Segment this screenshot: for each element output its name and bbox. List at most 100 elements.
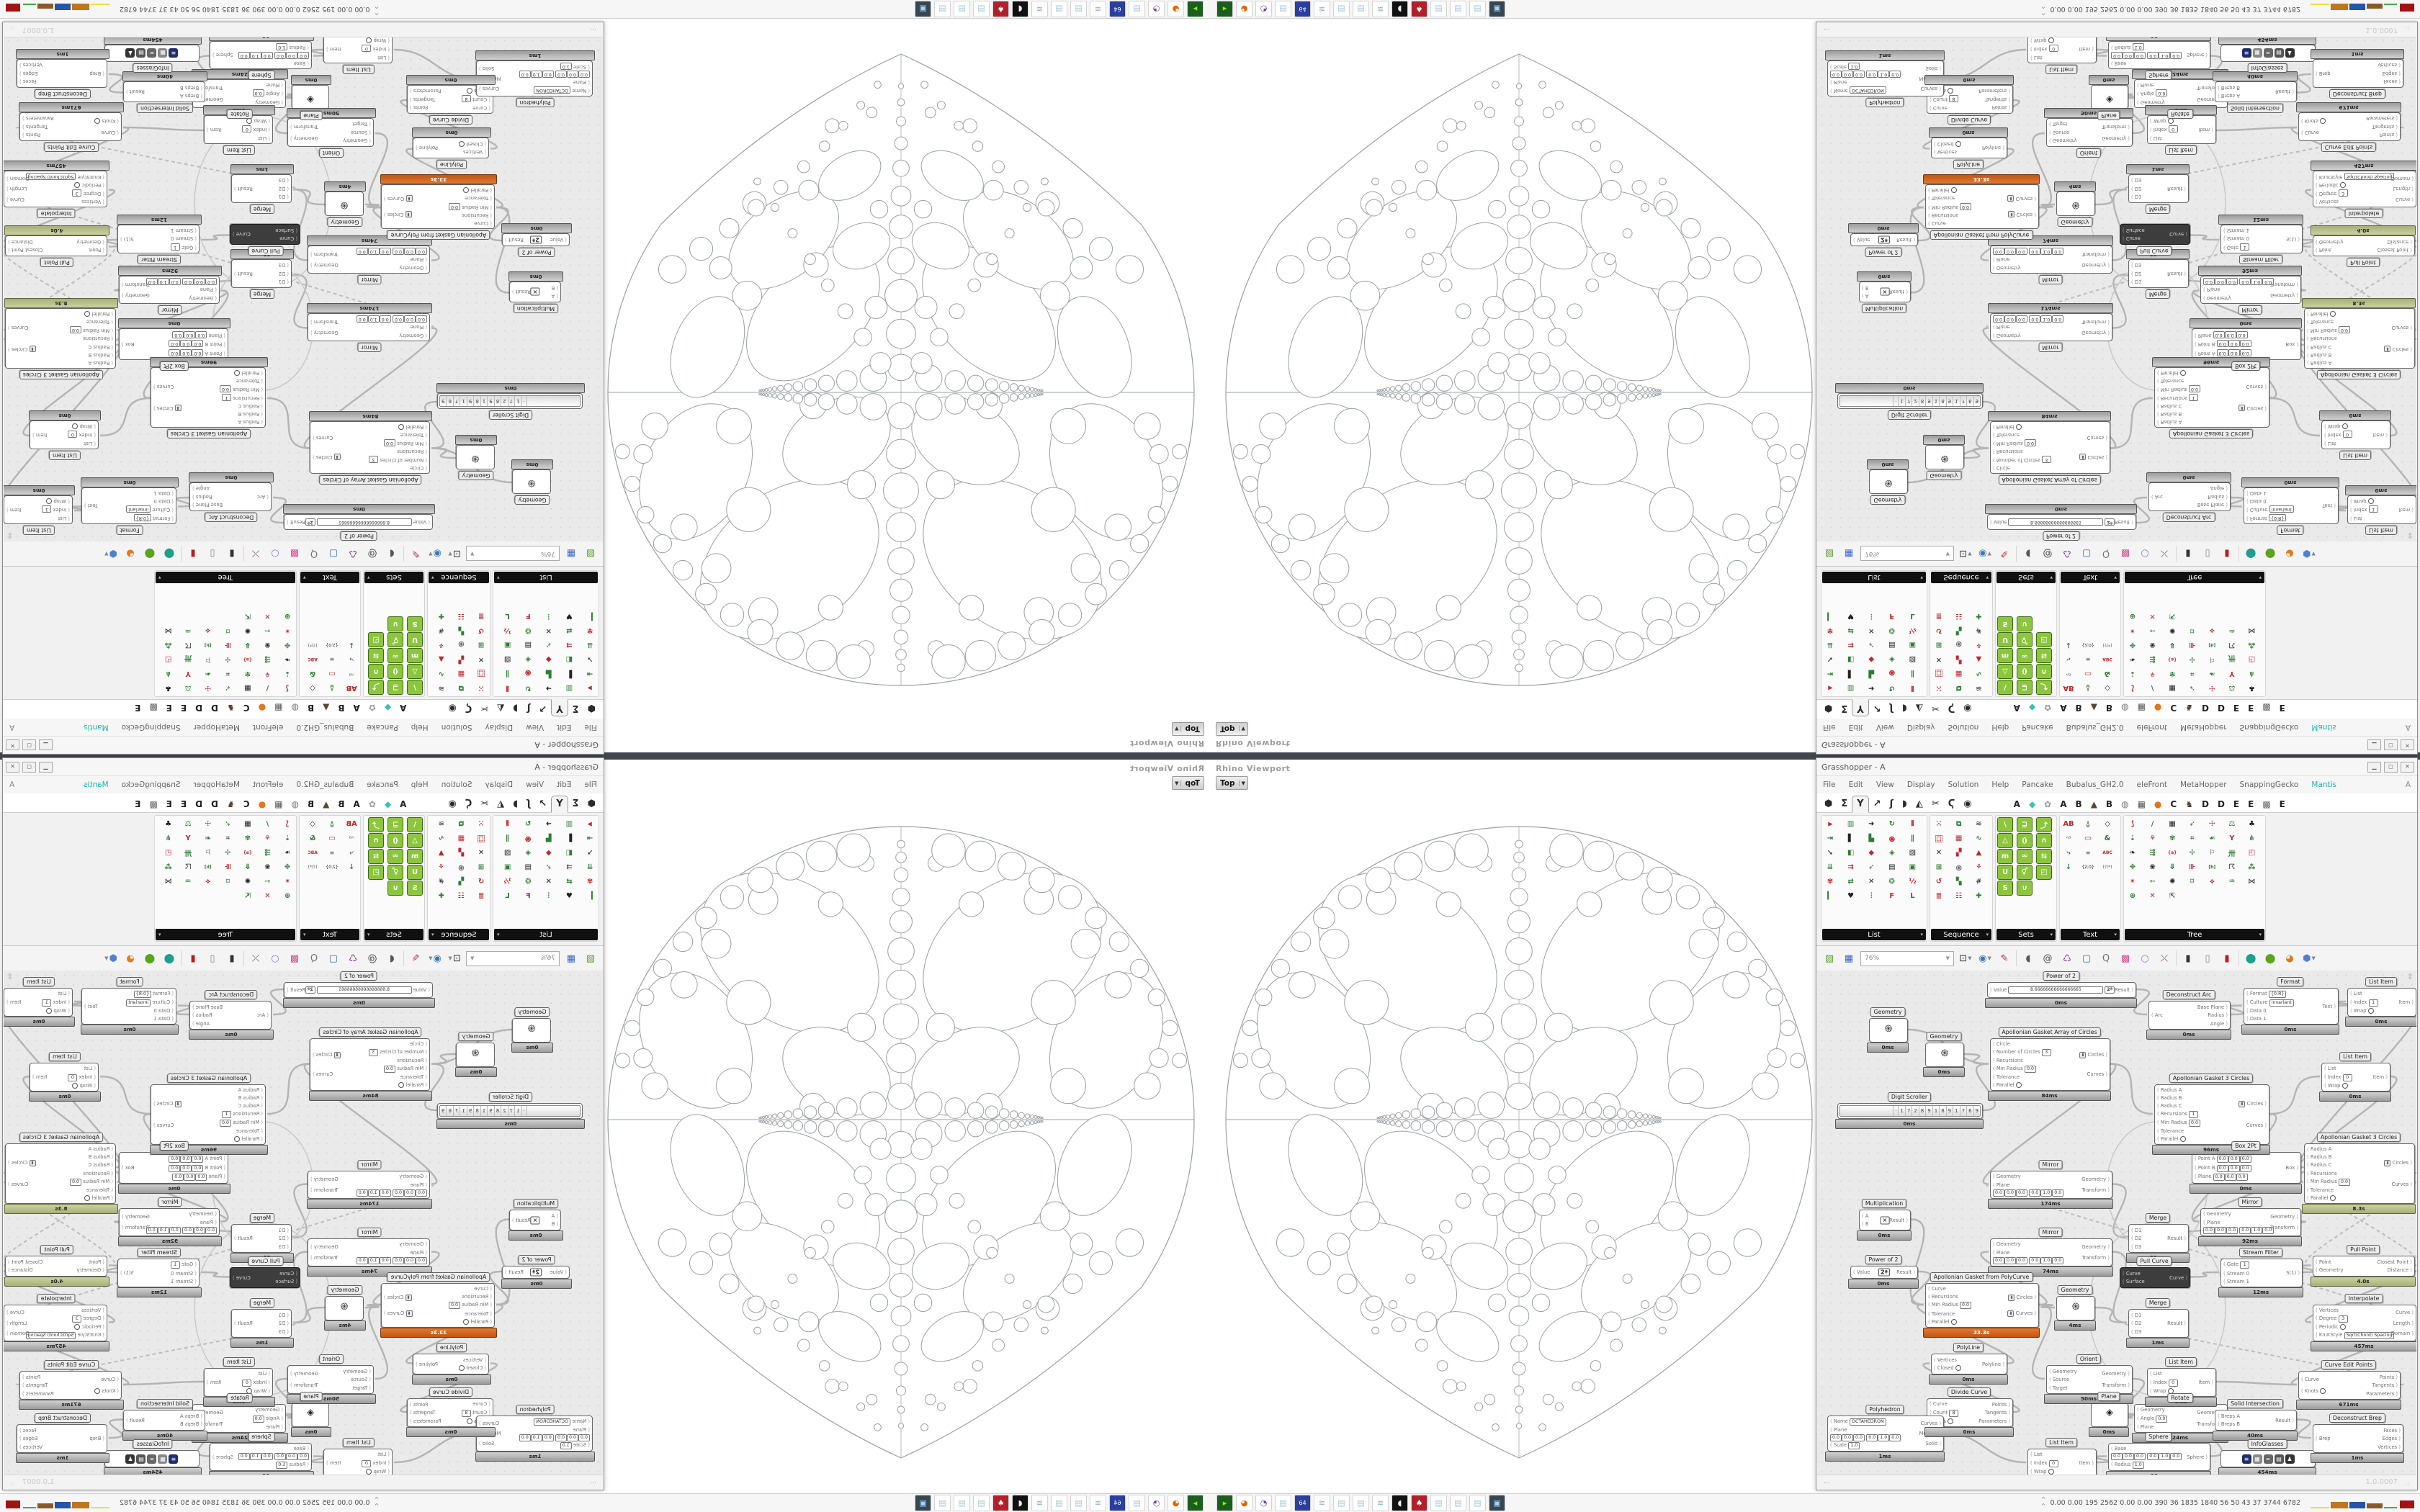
tab-plugin-10[interactable]: C xyxy=(2170,799,2177,809)
port-label[interactable]: Min Radius 0.0 xyxy=(449,202,492,211)
component-icon[interactable]: ⇆ xyxy=(2036,849,2052,864)
gh-wire[interactable] xyxy=(2190,234,2220,241)
component-icon[interactable]: ♒ xyxy=(2228,626,2236,634)
gh-node-apollonian-gasket-from-polycurve[interactable]: CurveRecursionsMin Radius 0.0TolerancePa… xyxy=(1925,184,2039,229)
port-label[interactable]: Curve xyxy=(2396,1309,2414,1316)
chevron-down-icon[interactable]: ▼ xyxy=(1987,955,1991,961)
gh-node-tag[interactable]: PolyLine xyxy=(436,160,467,169)
component-icon[interactable]: ⇥ xyxy=(1827,670,1834,678)
viewport-view-button[interactable]: Top ▼ xyxy=(1172,722,1204,736)
menu-snappinggecko[interactable]: SnappingGecko xyxy=(121,723,181,732)
taskbar-firefox-icon[interactable]: ◕ xyxy=(1236,1495,1252,1511)
taskbar-notepad-icon[interactable]: ▤ xyxy=(1450,1495,1466,1511)
gh-node-tag[interactable]: Merge xyxy=(249,1213,275,1223)
component-icon[interactable]: ✚ xyxy=(1976,892,1982,900)
at-document-icon[interactable]: @ xyxy=(2043,953,2053,964)
port-label[interactable]: Value xyxy=(1853,1269,1870,1276)
component-icon[interactable]: \ xyxy=(407,817,423,832)
gh-wire[interactable] xyxy=(270,988,287,1016)
component-icon[interactable]: U xyxy=(407,865,423,880)
port-label[interactable]: Recursions xyxy=(2307,1170,2350,1177)
preview-icon[interactable]: ◉ ▼ xyxy=(429,953,442,964)
gh-node-format[interactable]: Format {0:R}Culture invariantData 0Data … xyxy=(2244,487,2339,524)
taskbar-gimp-icon[interactable]: ◔ xyxy=(1148,1495,1165,1511)
port-label[interactable]: Geometry xyxy=(2203,1210,2272,1218)
port-label[interactable]: Curves xyxy=(8,324,29,331)
rhino-viewport[interactable]: Rhino Viewport Top ▼ xyxy=(604,760,1210,1494)
gh-wire[interactable] xyxy=(108,1418,124,1439)
port-label[interactable]: D3 xyxy=(279,1328,289,1336)
component-icon[interactable]: ⇣ xyxy=(284,834,291,842)
port-label[interactable]: Geometry xyxy=(2270,292,2298,299)
gh-node-list-item[interactable]: ListIndex 0Wrap Item xyxy=(204,1368,273,1397)
digit-scroller-value[interactable]: · 1 7 2 8 9 1 8 9 1 7 6 9 xyxy=(1839,1105,1981,1117)
palette-group-label-sequence[interactable]: Sequence ▾ xyxy=(1931,929,1991,940)
gh-node-apollonian-gasket-3-circles[interactable]: Radius ARadius BRadius CRecursions 1Min … xyxy=(2154,1084,2269,1145)
port-label[interactable]: Transform xyxy=(2081,1187,2110,1194)
port-label[interactable]: Parallel xyxy=(449,186,492,194)
tab-plugin-4[interactable]: B xyxy=(338,703,345,713)
port-label[interactable]: Transform xyxy=(2081,318,2110,325)
port-label[interactable]: Plane 0.00.00.0 xyxy=(169,1173,225,1182)
tab-plugin-12[interactable]: D xyxy=(211,799,219,809)
gh-node-multiplication[interactable]: ABResult✕ xyxy=(1859,1210,1911,1230)
gh-node-tag[interactable]: Geometry xyxy=(327,1285,363,1295)
taskbar-wolf-icon[interactable]: ◖ xyxy=(1012,1,1028,17)
wire-display-icon[interactable]: ⤬ xyxy=(251,548,260,559)
component-icon[interactable]: ⧉ xyxy=(1956,820,1962,828)
port-label[interactable]: Vertices xyxy=(19,62,42,69)
port-label[interactable]: Recursions xyxy=(369,448,427,455)
component-icon[interactable]: ∩ xyxy=(2036,833,2052,848)
chevron-down-icon[interactable]: ▼ xyxy=(1968,551,1972,557)
search-icon[interactable]: Q xyxy=(2102,953,2110,964)
port-label[interactable]: Parameters xyxy=(1978,88,2010,95)
component-icon[interactable]: ⊕ xyxy=(2129,612,2136,620)
taskbar-notepad-icon[interactable]: ▤ xyxy=(1450,1,1466,17)
gh-node-tag[interactable]: Pull Point xyxy=(40,1245,73,1254)
port-label[interactable]: Breps A xyxy=(180,1413,202,1420)
port-label[interactable]: Length xyxy=(6,1320,27,1327)
port-label[interactable]: Faces xyxy=(19,1427,37,1434)
component-icon[interactable]: ↺ xyxy=(478,626,485,634)
gh-node-tag[interactable]: Merge xyxy=(2145,289,2171,299)
component-icon[interactable]: ⋈ xyxy=(164,626,172,634)
port-label[interactable]: Transform xyxy=(2102,1382,2130,1389)
port-label[interactable]: List xyxy=(2350,515,2378,522)
component-icon[interactable]: ▙ xyxy=(1868,670,1875,678)
gh-wire[interactable] xyxy=(489,206,509,242)
component-icon[interactable]: ⊪ xyxy=(224,863,231,871)
component-icon[interactable]: ⁂ xyxy=(2248,863,2256,871)
port-label[interactable]: Radius A xyxy=(2307,1146,2350,1153)
gh-node-curve-edit-points[interactable]: CurveKnots PointsTangentsParameters xyxy=(2298,1371,2401,1400)
port-label[interactable]: Item xyxy=(2373,1074,2388,1081)
component-icon[interactable]: ⇊ xyxy=(1827,641,1834,649)
tab-plugin-13[interactable]: D xyxy=(2217,703,2225,713)
gh-node-curve-edit-points[interactable]: CurveKnots PointsTangentsParameters xyxy=(2298,112,2401,141)
menu-solution[interactable]: Solution xyxy=(441,780,472,789)
port-label[interactable]: Parallel xyxy=(1928,1318,1971,1326)
gh-wire[interactable] xyxy=(1909,1218,1925,1306)
taskbar-notepad-icon[interactable]: ▤ xyxy=(954,1495,970,1511)
port-label[interactable]: Base Plane xyxy=(2197,502,2228,509)
component-icon[interactable]: ☷ xyxy=(457,612,465,620)
port-label[interactable]: Scale 1.0 xyxy=(519,62,590,71)
component-icon[interactable]: ֍ xyxy=(525,668,532,677)
chevron-down-icon[interactable]: ▼ xyxy=(1238,726,1247,732)
port-label[interactable]: Radius 1.0 xyxy=(238,43,309,51)
component-icon[interactable]: ⤋ xyxy=(244,863,251,871)
port-label[interactable]: Min Radius 0.0 xyxy=(220,385,263,393)
port-label[interactable]: Angle xyxy=(2210,1020,2228,1027)
gh-node-orient[interactable]: GeometrySourceTargetGeometryTransform xyxy=(2046,118,2133,147)
tab-mesh[interactable]: ◭ xyxy=(497,798,505,809)
component-icon[interactable]: ⌑ xyxy=(225,878,230,886)
gh-node-tag[interactable]: Power of 2 xyxy=(340,971,378,981)
port-label[interactable]: Data 0 xyxy=(2246,498,2294,505)
port-label[interactable]: Points xyxy=(2380,132,2398,139)
component-icon[interactable]: ❀ xyxy=(264,641,271,649)
port-label[interactable]: Recursions xyxy=(2307,336,2350,343)
port-label[interactable]: Degree 3 xyxy=(28,1315,104,1323)
component-icon[interactable]: ֍ xyxy=(1955,639,1962,648)
